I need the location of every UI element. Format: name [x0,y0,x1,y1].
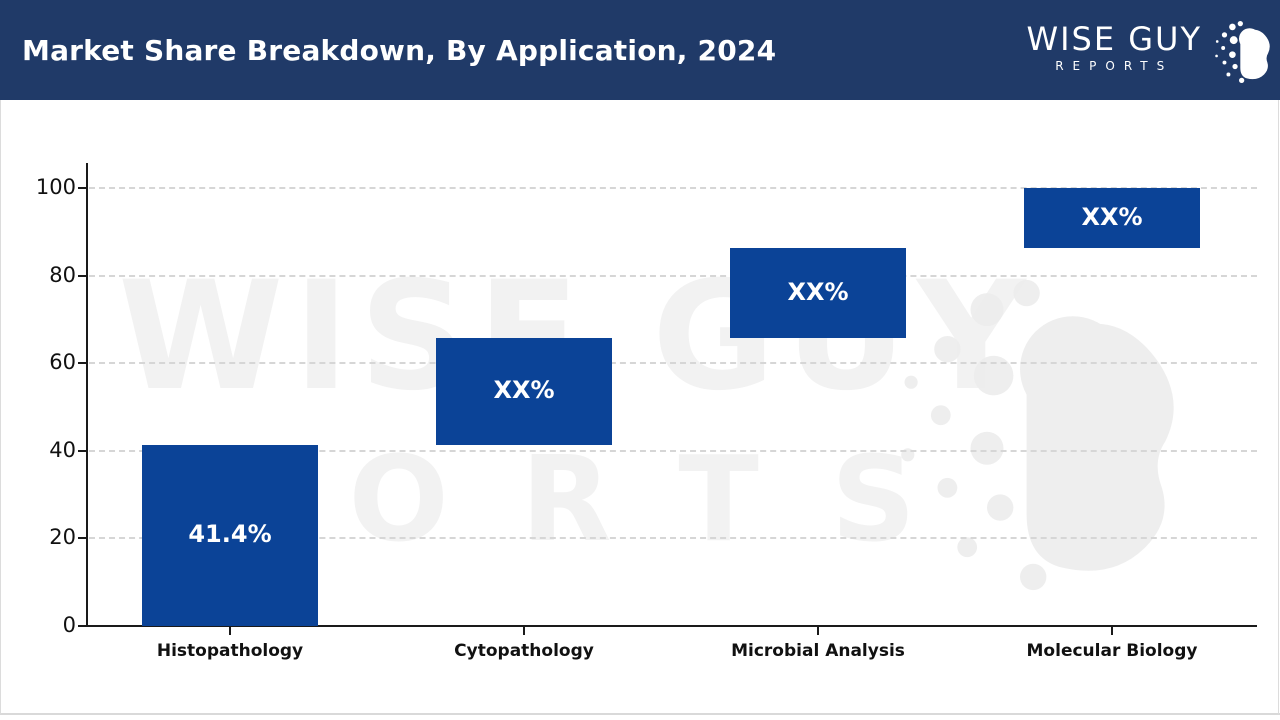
x-category-label: Microbial Analysis [731,641,905,661]
y-tick-mark [78,187,86,189]
bar-microbial-analysis [730,247,906,339]
x-tick-mark [229,627,231,635]
y-tick-label: 20 [49,525,76,550]
brand-name: WISE GUY [1026,20,1202,58]
gridline [89,187,1257,189]
gridline [89,537,1257,540]
x-tick-mark [523,627,525,635]
y-tick-label: 0 [62,613,76,637]
y-tick-mark [78,625,86,627]
bar-histopathology [142,444,318,626]
y-tick-label: 80 [49,262,76,287]
right-border [1278,100,1279,714]
y-tick-label: 60 [49,350,76,375]
brand-subtitle: REPORTS [1055,59,1174,73]
page-title: Market Share Breakdown, By Application, … [22,33,777,67]
brand-text: WISE GUY REPORTS [1026,22,1202,73]
left-border [0,100,1,714]
bottom-border [0,713,1280,715]
bar-value-label: XX% [493,376,555,405]
gridline [89,274,1257,277]
brand-face-icon [1215,20,1270,84]
x-tick-mark [1111,627,1113,635]
x-category-label: Molecular Biology [1026,641,1198,661]
bar-molecular-biology [1024,188,1200,248]
x-category-label: Histopathology [156,641,304,661]
y-axis-line [86,163,88,627]
bar-value-label: XX% [787,277,849,306]
header-bar: Market Share Breakdown, By Application, … [0,0,1280,100]
bar-value-label: XX% [1081,202,1143,231]
x-category-label: Cytopathology [454,641,594,661]
y-tick-mark [78,362,86,365]
bar-value-label: 41.4% [188,520,272,549]
bar-cytopathology [436,338,612,445]
y-tick-label: 40 [49,437,76,462]
y-tick-mark [78,274,86,277]
y-tick-mark [78,449,86,452]
x-tick-mark [817,627,819,635]
x-axis-line [86,625,1257,627]
gridline [89,449,1257,452]
y-tick-mark [78,537,86,540]
y-tick-label: 100 [35,175,76,199]
wiseguy-logo: WISE GUY REPORTS [1008,6,1270,96]
gridline [89,362,1257,365]
